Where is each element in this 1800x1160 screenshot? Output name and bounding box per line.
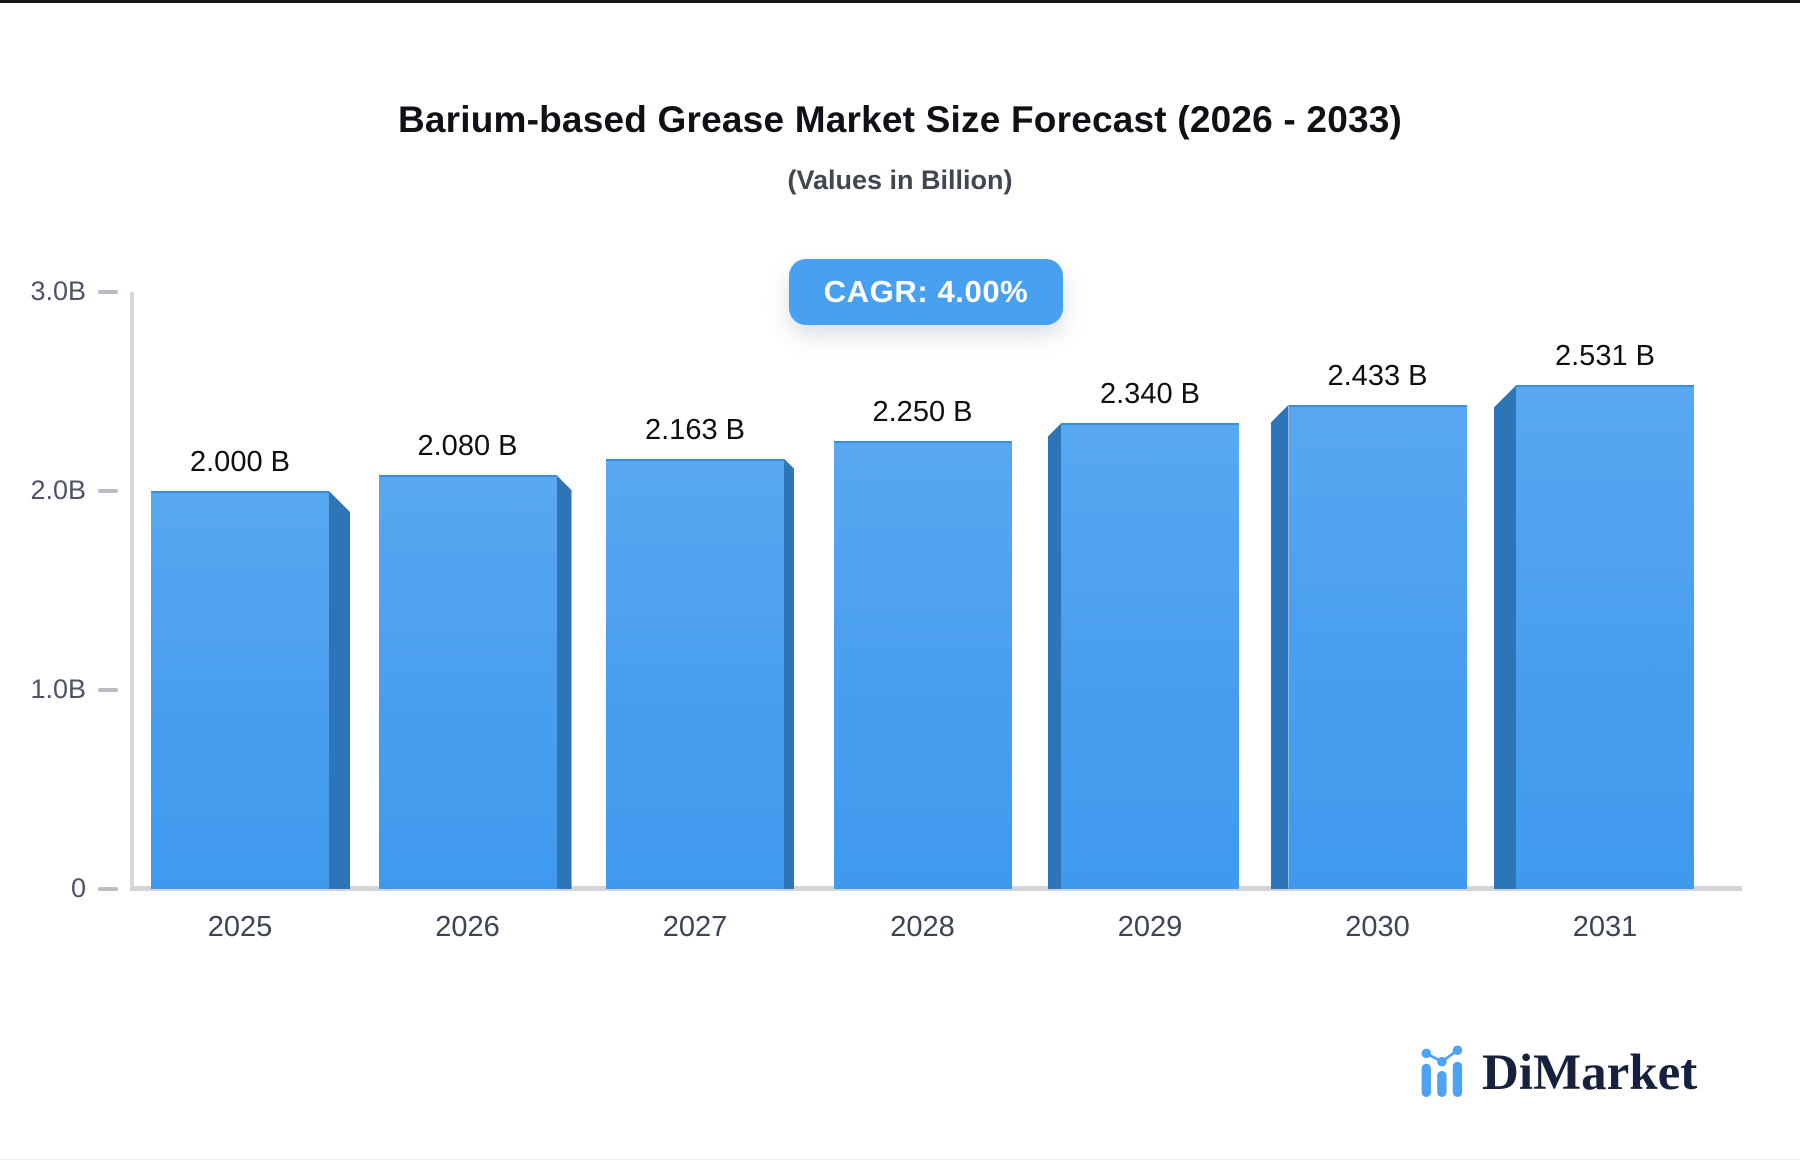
y-tick-label: 1.0B: [30, 674, 86, 704]
x-tick-label-2026: 2026: [435, 911, 500, 943]
bar-value-label: 2.080 B: [417, 430, 518, 463]
brand-logo: DiMarket: [1421, 1043, 1697, 1102]
y-tick-label: 2.0B: [30, 475, 86, 505]
bar-side-3d: [329, 491, 350, 889]
bar-side-3d: [1048, 423, 1061, 889]
bar-2031[interactable]: [1516, 385, 1694, 889]
chart-title: Barium-based Grease Market Size Forecast…: [397, 99, 1403, 140]
bar-value-label: 2.531 B: [1555, 340, 1655, 373]
bar-2028[interactable]: [833, 441, 1012, 889]
y-tick-label: 3.0B: [30, 276, 86, 306]
x-tick-label-2025: 2025: [207, 911, 273, 943]
y-tick-label: 0: [70, 873, 86, 903]
y-axis-line: [130, 292, 134, 889]
bar-value-label: 2.250 B: [872, 396, 973, 429]
bar-value-label: 2.000 B: [190, 446, 290, 478]
bar-2030[interactable]: [1288, 404, 1467, 889]
cagr-badge: CAGR: 4.00%: [789, 259, 1063, 325]
x-tick-label-2030: 2030: [1345, 911, 1410, 943]
x-tick-label-2028: 2028: [890, 911, 955, 943]
brand-name: DiMarket: [1482, 1044, 1698, 1101]
bar-2027[interactable]: [606, 458, 784, 889]
bar-2029[interactable]: [1061, 423, 1239, 889]
bar-side-3d: [784, 458, 794, 889]
bar-value-label: 2.433 B: [1327, 359, 1428, 392]
bar-side-3d: [1270, 404, 1289, 889]
bar-chart-trend-icon: [1421, 1043, 1469, 1102]
x-tick-label-2031: 2031: [1572, 911, 1638, 943]
y-tick-mark: [98, 688, 118, 692]
bar-2025[interactable]: [151, 491, 329, 889]
y-tick-mark: [98, 489, 118, 493]
bar-value-label: 2.340 B: [1100, 378, 1200, 411]
y-tick-mark: [98, 887, 118, 891]
x-tick-label-2027: 2027: [662, 911, 728, 943]
y-tick-mark: [98, 290, 118, 294]
bar-side-3d: [556, 475, 572, 889]
bar-2026[interactable]: [378, 475, 557, 889]
bar-side-3d: [1494, 385, 1516, 889]
x-tick-label-2029: 2029: [1117, 911, 1183, 943]
bar-value-label: 2.163 B: [645, 413, 745, 446]
chart-subtitle: (Values in Billion): [787, 165, 1013, 195]
